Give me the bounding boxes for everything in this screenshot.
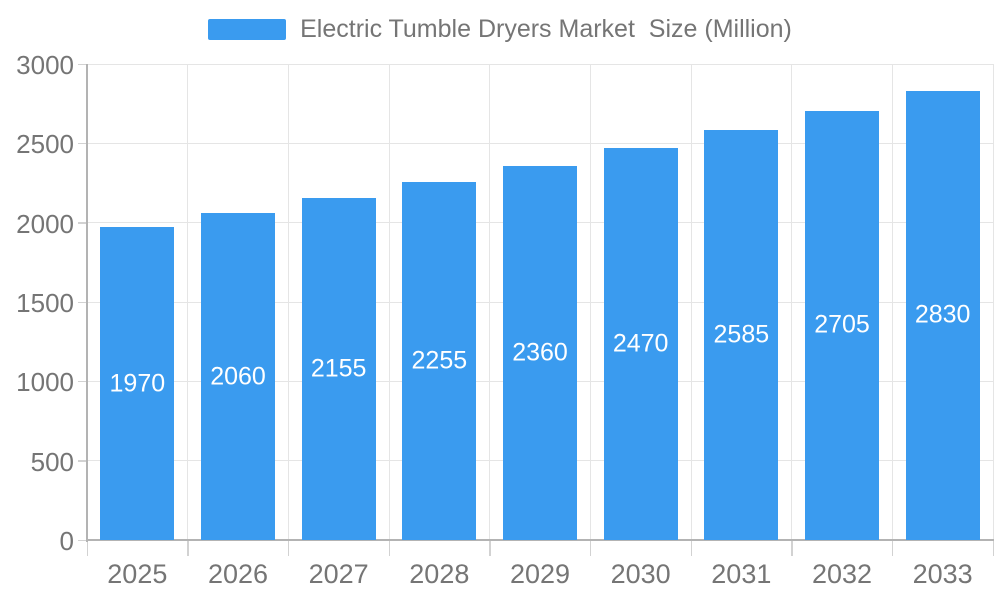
y-axis-tick-label: 2500 — [16, 129, 74, 160]
bar-value-label: 2155 — [310, 354, 367, 383]
gridline-horizontal — [87, 63, 993, 65]
gridline-vertical — [388, 64, 390, 540]
y-axis-tick-label: 1000 — [16, 367, 74, 398]
bar[interactable]: 2060 — [201, 213, 275, 540]
y-axis-tick-label: 1500 — [16, 288, 74, 318]
x-axis-tick-label: 2033 — [912, 559, 973, 589]
x-axis-tick — [992, 540, 994, 556]
gridline-vertical — [489, 64, 491, 540]
gridline-vertical — [992, 64, 994, 540]
x-axis-tick — [489, 540, 491, 556]
y-axis-tick — [78, 460, 87, 462]
bar[interactable]: 2585 — [704, 129, 779, 540]
bar-value-label: 2470 — [612, 329, 669, 358]
x-axis-tick-label: 2027 — [308, 559, 369, 589]
bar-value-label: 2060 — [210, 362, 266, 391]
bar-value-label: 2360 — [512, 338, 568, 367]
gridline-vertical — [690, 64, 692, 540]
y-axis-tick — [78, 222, 87, 224]
y-axis-tick — [78, 142, 87, 145]
x-axis-tick-label: 2026 — [207, 559, 269, 589]
gridline-vertical — [589, 64, 591, 540]
bar-value-label: 2255 — [411, 346, 468, 375]
bar[interactable]: 2360 — [503, 165, 577, 540]
bar[interactable]: 2155 — [301, 198, 376, 540]
x-axis-tick — [690, 540, 692, 556]
x-axis-line — [86, 539, 994, 541]
gridline-vertical — [287, 64, 289, 540]
x-axis-tick-label: 2030 — [610, 559, 671, 589]
y-axis-tick — [78, 301, 87, 303]
x-axis-tick-label: 2031 — [711, 559, 772, 589]
y-axis-tick — [78, 63, 87, 65]
x-axis-tick-label: 2032 — [811, 559, 873, 589]
legend[interactable]: Electric Tumble Dryers Market Size (Mill… — [0, 15, 1000, 44]
gridline-vertical — [891, 64, 893, 540]
x-axis-tick — [187, 540, 189, 556]
gridline-vertical — [187, 64, 189, 540]
bar[interactable]: 2255 — [402, 182, 477, 540]
bar[interactable]: 1970 — [100, 227, 175, 540]
bar[interactable]: 2830 — [905, 90, 980, 540]
y-axis-line — [86, 64, 88, 542]
x-axis-tick — [791, 540, 793, 556]
y-axis-tick-label: 2000 — [16, 208, 74, 239]
x-axis-tick — [287, 540, 290, 556]
y-axis-tick — [78, 539, 87, 541]
x-axis-tick-label: 2025 — [107, 559, 168, 589]
x-axis-tick — [388, 540, 390, 556]
y-axis-tick-label: 500 — [30, 446, 74, 477]
x-axis-tick — [891, 540, 894, 556]
legend-label: Electric Tumble Dryers Market Size (Mill… — [300, 15, 792, 43]
y-axis-tick-label: 3000 — [16, 50, 74, 80]
x-axis-tick — [86, 540, 88, 556]
bar-value-label: 1970 — [109, 369, 166, 398]
bar-value-label: 2830 — [914, 300, 971, 329]
y-axis-tick-label: 0 — [59, 526, 74, 556]
bar[interactable]: 2470 — [603, 148, 678, 540]
gridline-horizontal — [87, 142, 993, 144]
bar-value-label: 2705 — [814, 310, 870, 339]
gridline-vertical — [791, 64, 793, 540]
x-axis-tick-label: 2029 — [509, 559, 571, 589]
x-axis-tick-label: 2028 — [409, 559, 470, 589]
bar[interactable]: 2705 — [805, 110, 879, 540]
legend-swatch — [208, 19, 287, 41]
y-axis-tick — [78, 380, 87, 383]
bar-value-label: 2585 — [713, 320, 770, 349]
x-axis-tick — [589, 540, 592, 556]
